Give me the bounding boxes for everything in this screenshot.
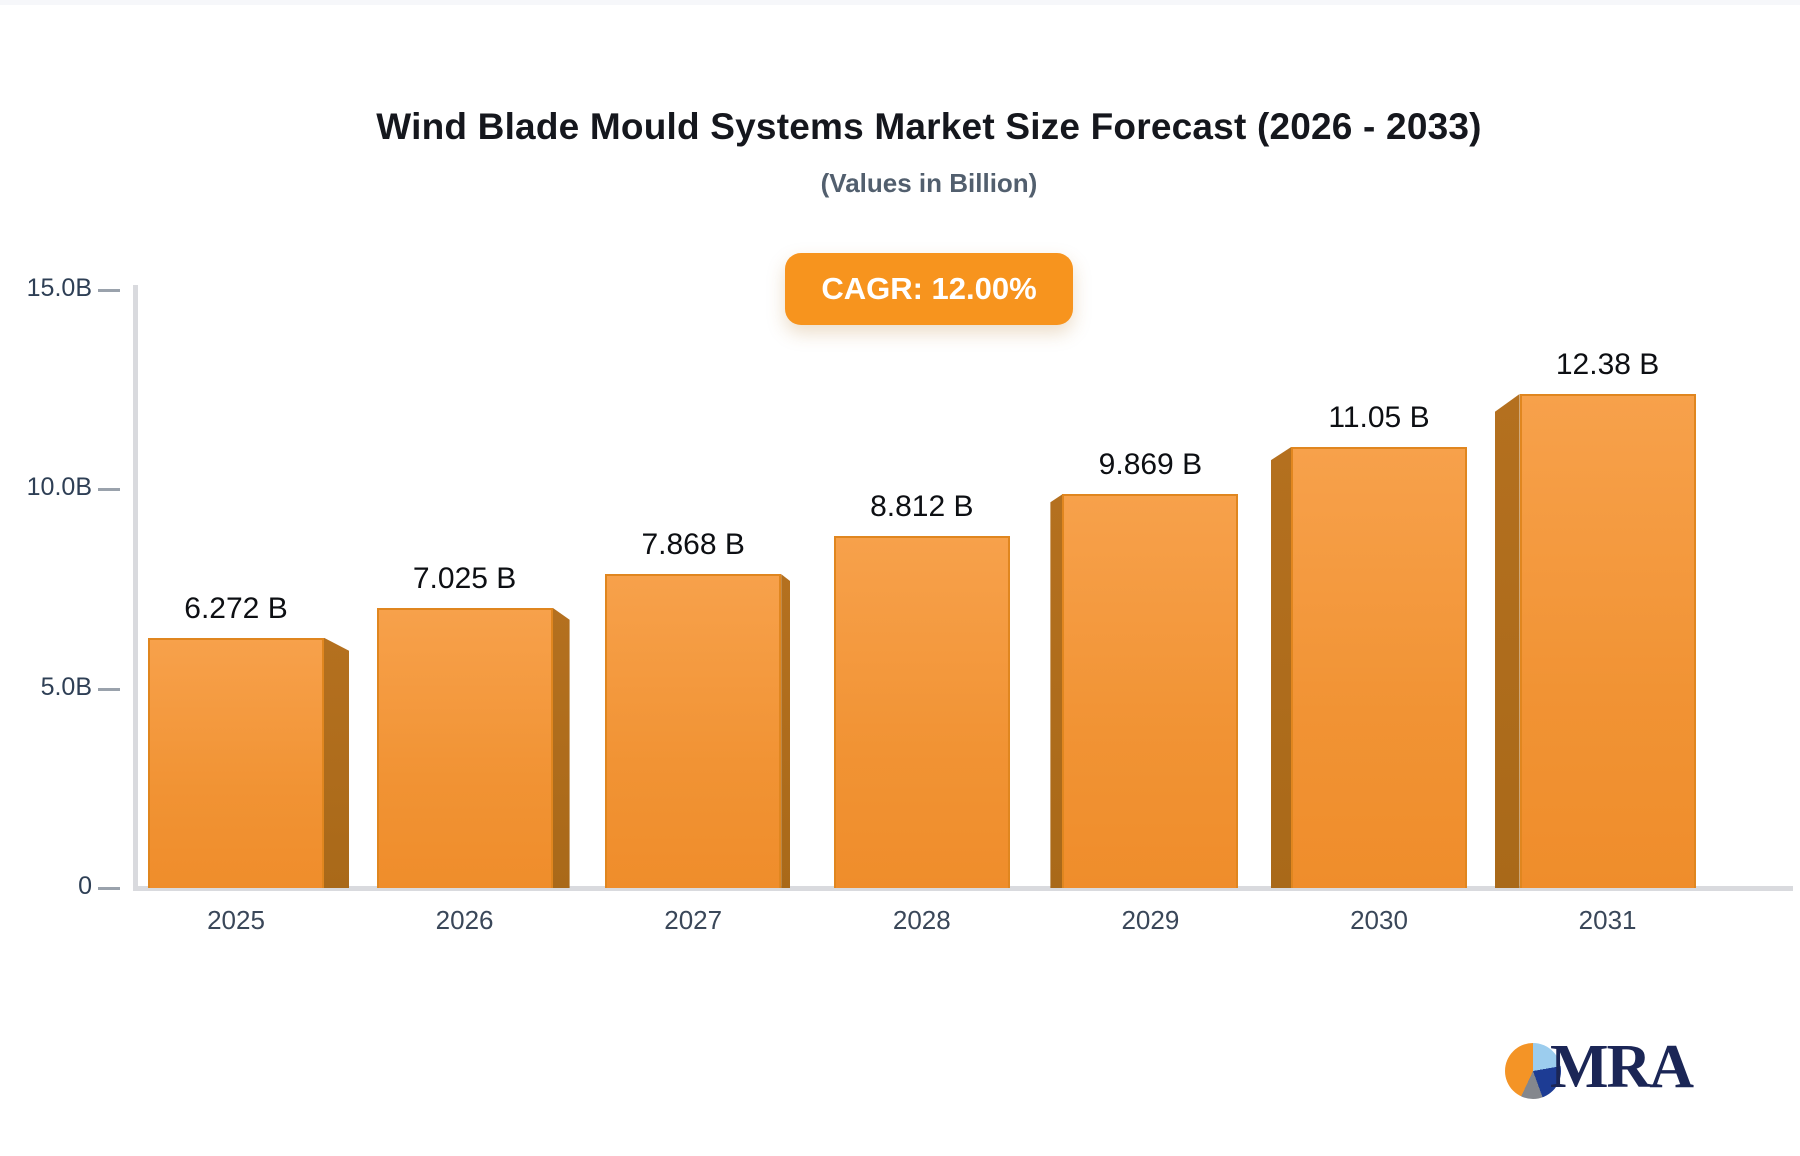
- bar-2027: [605, 574, 782, 888]
- bar-value-label-2031: 12.38 B: [1555, 348, 1660, 382]
- x-axis-label-2028: 2028: [892, 905, 951, 935]
- y-axis-tick: [98, 887, 120, 890]
- bar-side-face-2026: [552, 607, 570, 888]
- y-axis-tick-label: 0: [78, 872, 92, 900]
- y-axis-tick: [98, 687, 120, 691]
- mra-logo: MRA: [1502, 1032, 1782, 1112]
- bar-2031: [1519, 394, 1696, 888]
- x-axis-label-2031: 2031: [1578, 905, 1637, 935]
- y-axis-line: [133, 285, 138, 888]
- bar-value-label-2027: 7.868 B: [641, 528, 745, 562]
- bar-value-label-2029: 9.869 B: [1098, 448, 1203, 482]
- x-axis-label-2030: 2030: [1350, 905, 1408, 935]
- bar-value-label-2028: 8.812 B: [870, 490, 974, 524]
- y-axis-tick-label: 10.0B: [26, 473, 92, 501]
- x-axis-label-2026: 2026: [435, 905, 494, 935]
- y-axis-tick-label: 5.0B: [40, 672, 92, 701]
- bar-2025: [148, 637, 324, 888]
- bar-value-label-2030: 11.05 B: [1328, 401, 1430, 435]
- bar-value-label-2025: 6.272 B: [184, 591, 288, 625]
- bar-2028: [833, 536, 1010, 888]
- bar-side-face-2029: [1050, 494, 1063, 888]
- page-top-strip: [0, 0, 1800, 5]
- bar-2026: [376, 607, 553, 888]
- x-axis-label-2029: 2029: [1121, 905, 1180, 935]
- bar-side-face-2027: [781, 574, 791, 888]
- bar-value-label-2026: 7.025 B: [412, 561, 517, 595]
- cagr-badge-label: CAGR: 12.00%: [821, 271, 1037, 306]
- logo-text: MRA: [1550, 1033, 1694, 1101]
- cagr-badge: CAGR: 12.00%: [785, 253, 1073, 325]
- bar-2029: [1062, 494, 1239, 888]
- bar-side-face-2025: [324, 637, 349, 888]
- y-axis-tick-label: 15.0B: [26, 273, 92, 302]
- bar-2030: [1291, 447, 1467, 888]
- x-axis-label-2027: 2027: [664, 905, 723, 935]
- x-axis-line: [133, 886, 1793, 891]
- y-axis-tick: [98, 488, 120, 491]
- x-axis-label-2025: 2025: [207, 905, 265, 935]
- bar-side-face-2031: [1494, 394, 1520, 888]
- y-axis-tick: [98, 288, 120, 292]
- pie-chart-logo-icon: [1505, 1043, 1561, 1099]
- bar-side-face-2030: [1271, 447, 1291, 888]
- chart-subtitle: (Values in Billion): [820, 168, 1038, 198]
- chart-title: Wind Blade Mould Systems Market Size For…: [376, 106, 1482, 147]
